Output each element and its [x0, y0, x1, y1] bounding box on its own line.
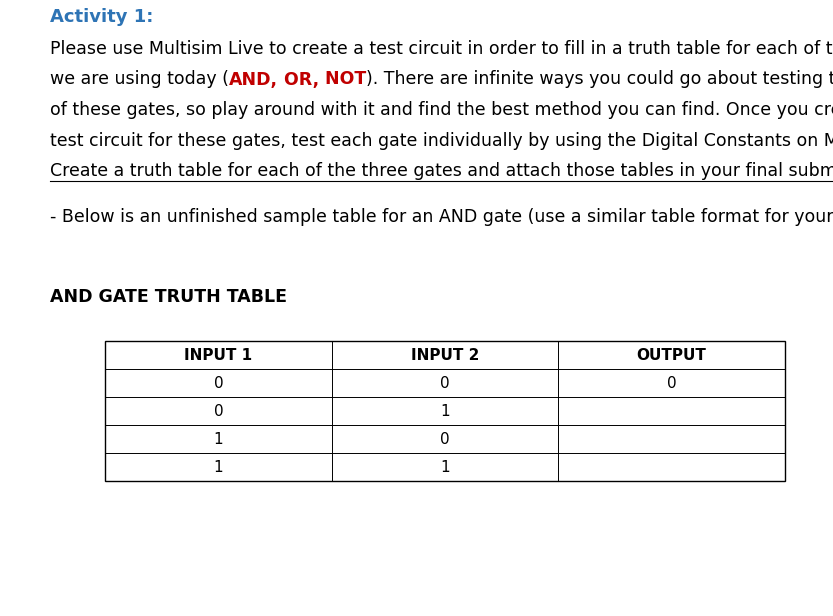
- Text: 1: 1: [440, 403, 450, 418]
- Text: Activity 1:: Activity 1:: [50, 8, 153, 26]
- Text: 1: 1: [440, 460, 450, 474]
- Text: ). There are infinite ways you could go about testing the functionality: ). There are infinite ways you could go …: [367, 70, 833, 89]
- Text: 0: 0: [213, 403, 223, 418]
- Text: - Below is an unfinished sample table for an AND gate (use a similar table forma: - Below is an unfinished sample table fo…: [50, 208, 833, 226]
- Text: Create a truth table for each of the three gates and attach those tables in your: Create a truth table for each of the thr…: [50, 162, 833, 180]
- Text: of these gates, so play around with it and find the best method you can find. On: of these gates, so play around with it a…: [50, 101, 833, 119]
- Text: test circuit for these gates, test each gate individually by using the Digital C: test circuit for these gates, test each …: [50, 131, 833, 150]
- Text: Please use Multisim Live to create a test circuit in order to fill in a truth ta: Please use Multisim Live to create a tes…: [50, 40, 833, 58]
- Text: AND,: AND,: [229, 70, 278, 89]
- Text: INPUT 1: INPUT 1: [184, 347, 252, 362]
- Text: OR,: OR,: [278, 70, 319, 89]
- Text: 0: 0: [440, 376, 450, 391]
- Text: 1: 1: [213, 460, 223, 474]
- Text: 0: 0: [440, 431, 450, 447]
- Text: 0: 0: [213, 376, 223, 391]
- Text: 1: 1: [213, 431, 223, 447]
- Text: we are using today (: we are using today (: [50, 70, 229, 89]
- Bar: [105, 341, 785, 481]
- Text: INPUT 2: INPUT 2: [411, 347, 479, 362]
- Text: 0: 0: [667, 376, 676, 391]
- Text: OUTPUT: OUTPUT: [636, 347, 706, 362]
- Text: NOT: NOT: [319, 70, 367, 89]
- Text: AND GATE TRUTH TABLE: AND GATE TRUTH TABLE: [50, 288, 287, 306]
